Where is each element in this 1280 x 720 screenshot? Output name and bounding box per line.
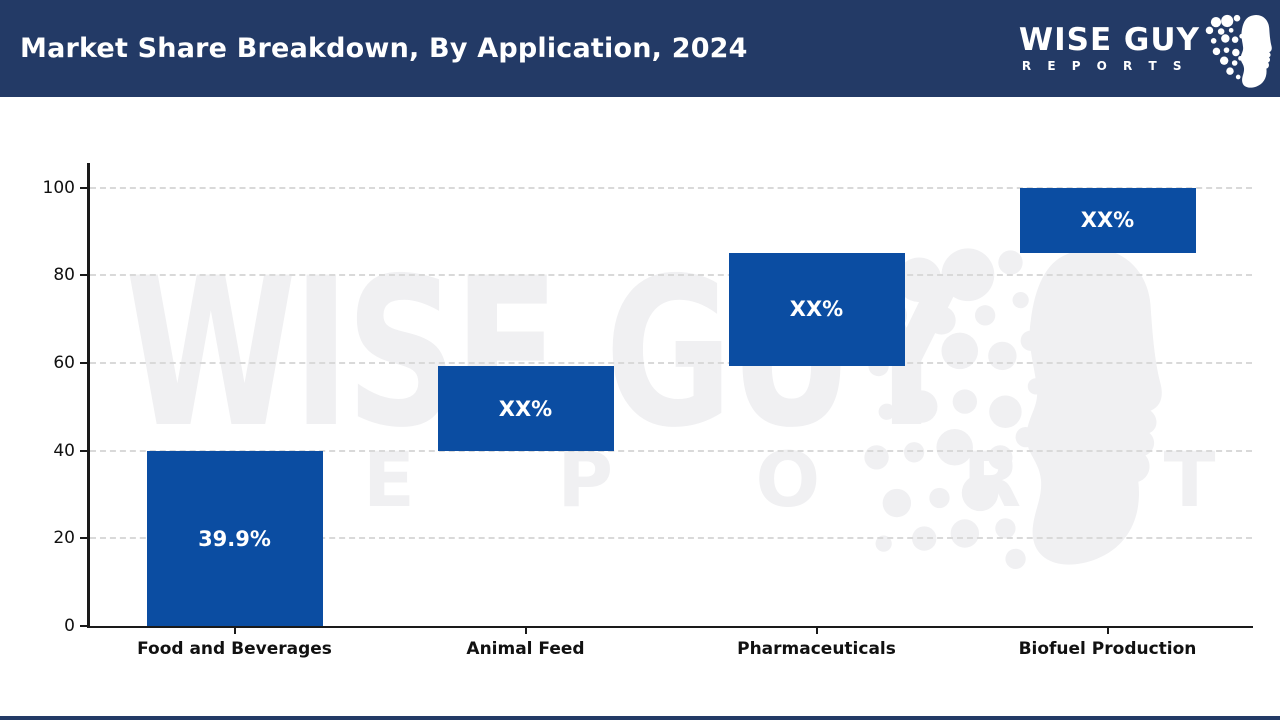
- bar-value-label: XX%: [1080, 208, 1135, 233]
- x-axis-label: Biofuel Production: [1018, 639, 1197, 659]
- brand-name: WISE GUY: [1018, 22, 1200, 59]
- brand-logo-text: WISE GUY R E P O R T S: [1019, 24, 1200, 73]
- x-tick-mark: [815, 627, 818, 634]
- y-tick-mark: [80, 537, 88, 540]
- gridline: [90, 537, 1252, 540]
- bar-segment: XX%: [1019, 187, 1196, 253]
- bar-value-label: 39.9%: [198, 526, 271, 551]
- y-tick-label: 40: [53, 440, 75, 461]
- bar-segment: XX%: [437, 366, 614, 452]
- bar-segment: XX%: [728, 252, 905, 366]
- y-tick-label: 20: [53, 528, 75, 549]
- y-tick-mark: [80, 625, 88, 627]
- logo-face-icon: [1205, 14, 1272, 88]
- gridline: [90, 449, 1252, 452]
- y-tick-label: 80: [53, 265, 75, 286]
- brand-subname: R E P O R T S: [1021, 58, 1188, 73]
- y-tick-label: 0: [64, 616, 75, 636]
- y-axis-spine: [87, 163, 90, 628]
- bar-segment: 39.9%: [146, 451, 323, 626]
- bar-value-label: XX%: [498, 396, 553, 421]
- bar-value-label: XX%: [789, 297, 844, 322]
- x-axis-spine: [87, 625, 1253, 628]
- gridline: [90, 361, 1252, 364]
- header-bar: Market Share Breakdown, By Application, …: [0, 0, 1280, 97]
- y-tick-mark: [80, 449, 88, 452]
- page-title: Market Share Breakdown, By Application, …: [20, 33, 748, 64]
- y-tick-mark: [80, 186, 88, 189]
- footer-strip: [0, 716, 1280, 720]
- x-axis-label: Pharmaceuticals: [737, 639, 896, 659]
- x-tick-mark: [524, 627, 527, 634]
- brand-logo: WISE GUY R E P O R T S: [1019, 9, 1280, 89]
- gridline: [90, 274, 1252, 277]
- y-tick-label: 60: [53, 352, 75, 373]
- x-axis-label: Animal Feed: [466, 639, 585, 659]
- y-tick-label: 100: [42, 177, 75, 198]
- x-tick-mark: [1106, 627, 1109, 634]
- y-tick-mark: [80, 361, 88, 364]
- y-tick-mark: [80, 274, 88, 277]
- x-axis-label: Food and Beverages: [137, 639, 332, 659]
- x-tick-mark: [233, 627, 236, 634]
- gridline: [90, 186, 1252, 189]
